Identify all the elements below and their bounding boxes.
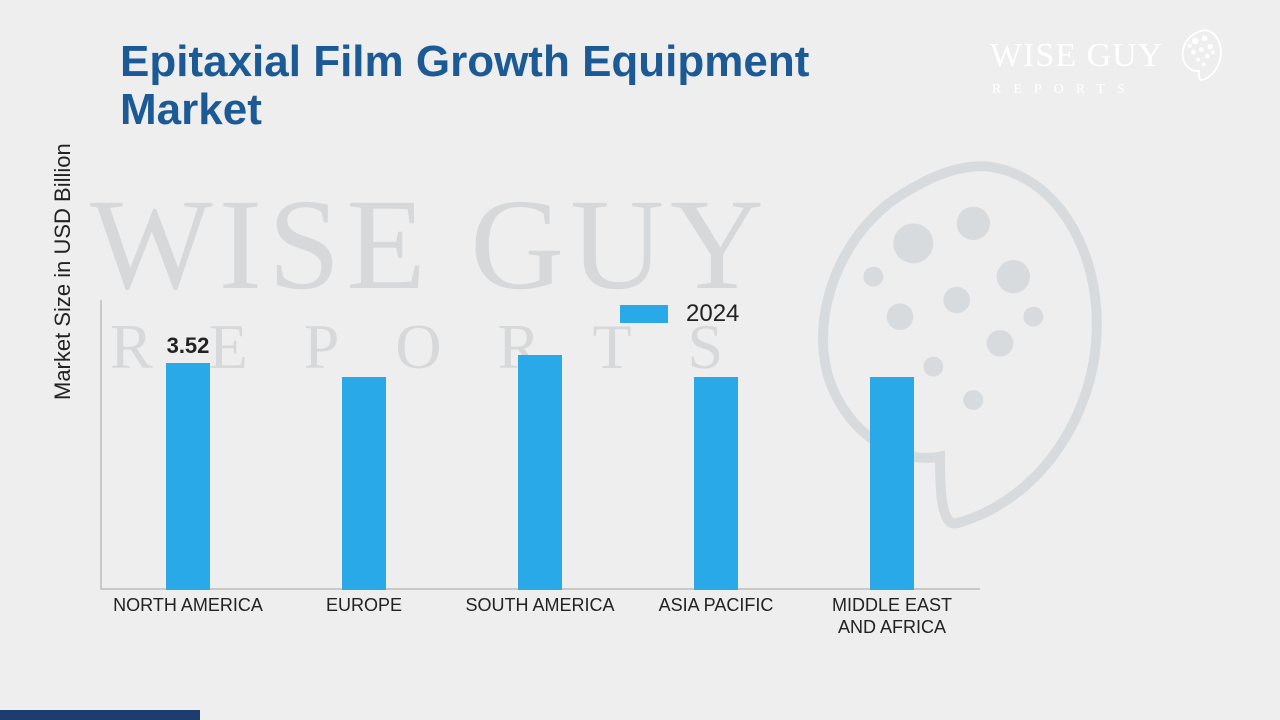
bar — [870, 377, 914, 590]
bar-column — [518, 355, 562, 590]
logo-head-icon — [1171, 28, 1227, 84]
x-tick-label: ASIA PACIFIC — [641, 595, 791, 638]
bar — [342, 377, 386, 590]
bar — [694, 377, 738, 590]
bar-column — [342, 377, 386, 590]
chart-title: Epitaxial Film Growth Equipment Market — [120, 38, 840, 135]
bar — [166, 363, 210, 590]
bar-column — [694, 377, 738, 590]
logo-line2: REPORTS — [992, 82, 1250, 98]
x-tick-label: MIDDLE EAST AND AFRICA — [817, 595, 967, 638]
logo-line1: WISE GUY — [990, 37, 1163, 75]
bar-column — [870, 377, 914, 590]
bar-column: 3.52 — [166, 363, 210, 590]
x-tick-label: SOUTH AMERICA — [465, 595, 615, 638]
bottom-accent-stripe — [0, 710, 200, 720]
chart-plot-area: 3.52 — [100, 300, 980, 590]
x-tick-label: NORTH AMERICA — [113, 595, 263, 638]
bars-container: 3.52 — [100, 300, 980, 590]
infographic-canvas: WISE GUY REPORTS WISE GUY REPORTS Epitax… — [0, 0, 1280, 720]
y-axis-label: Market Size in USD Billion — [50, 143, 76, 400]
bar — [518, 355, 562, 590]
bar-value-label: 3.52 — [118, 333, 258, 359]
x-tick-label: EUROPE — [289, 595, 439, 638]
x-labels-container: NORTH AMERICA EUROPE SOUTH AMERICA ASIA PAC… — [100, 595, 980, 638]
brand-logo: WISE GUY REPORTS — [990, 28, 1250, 98]
